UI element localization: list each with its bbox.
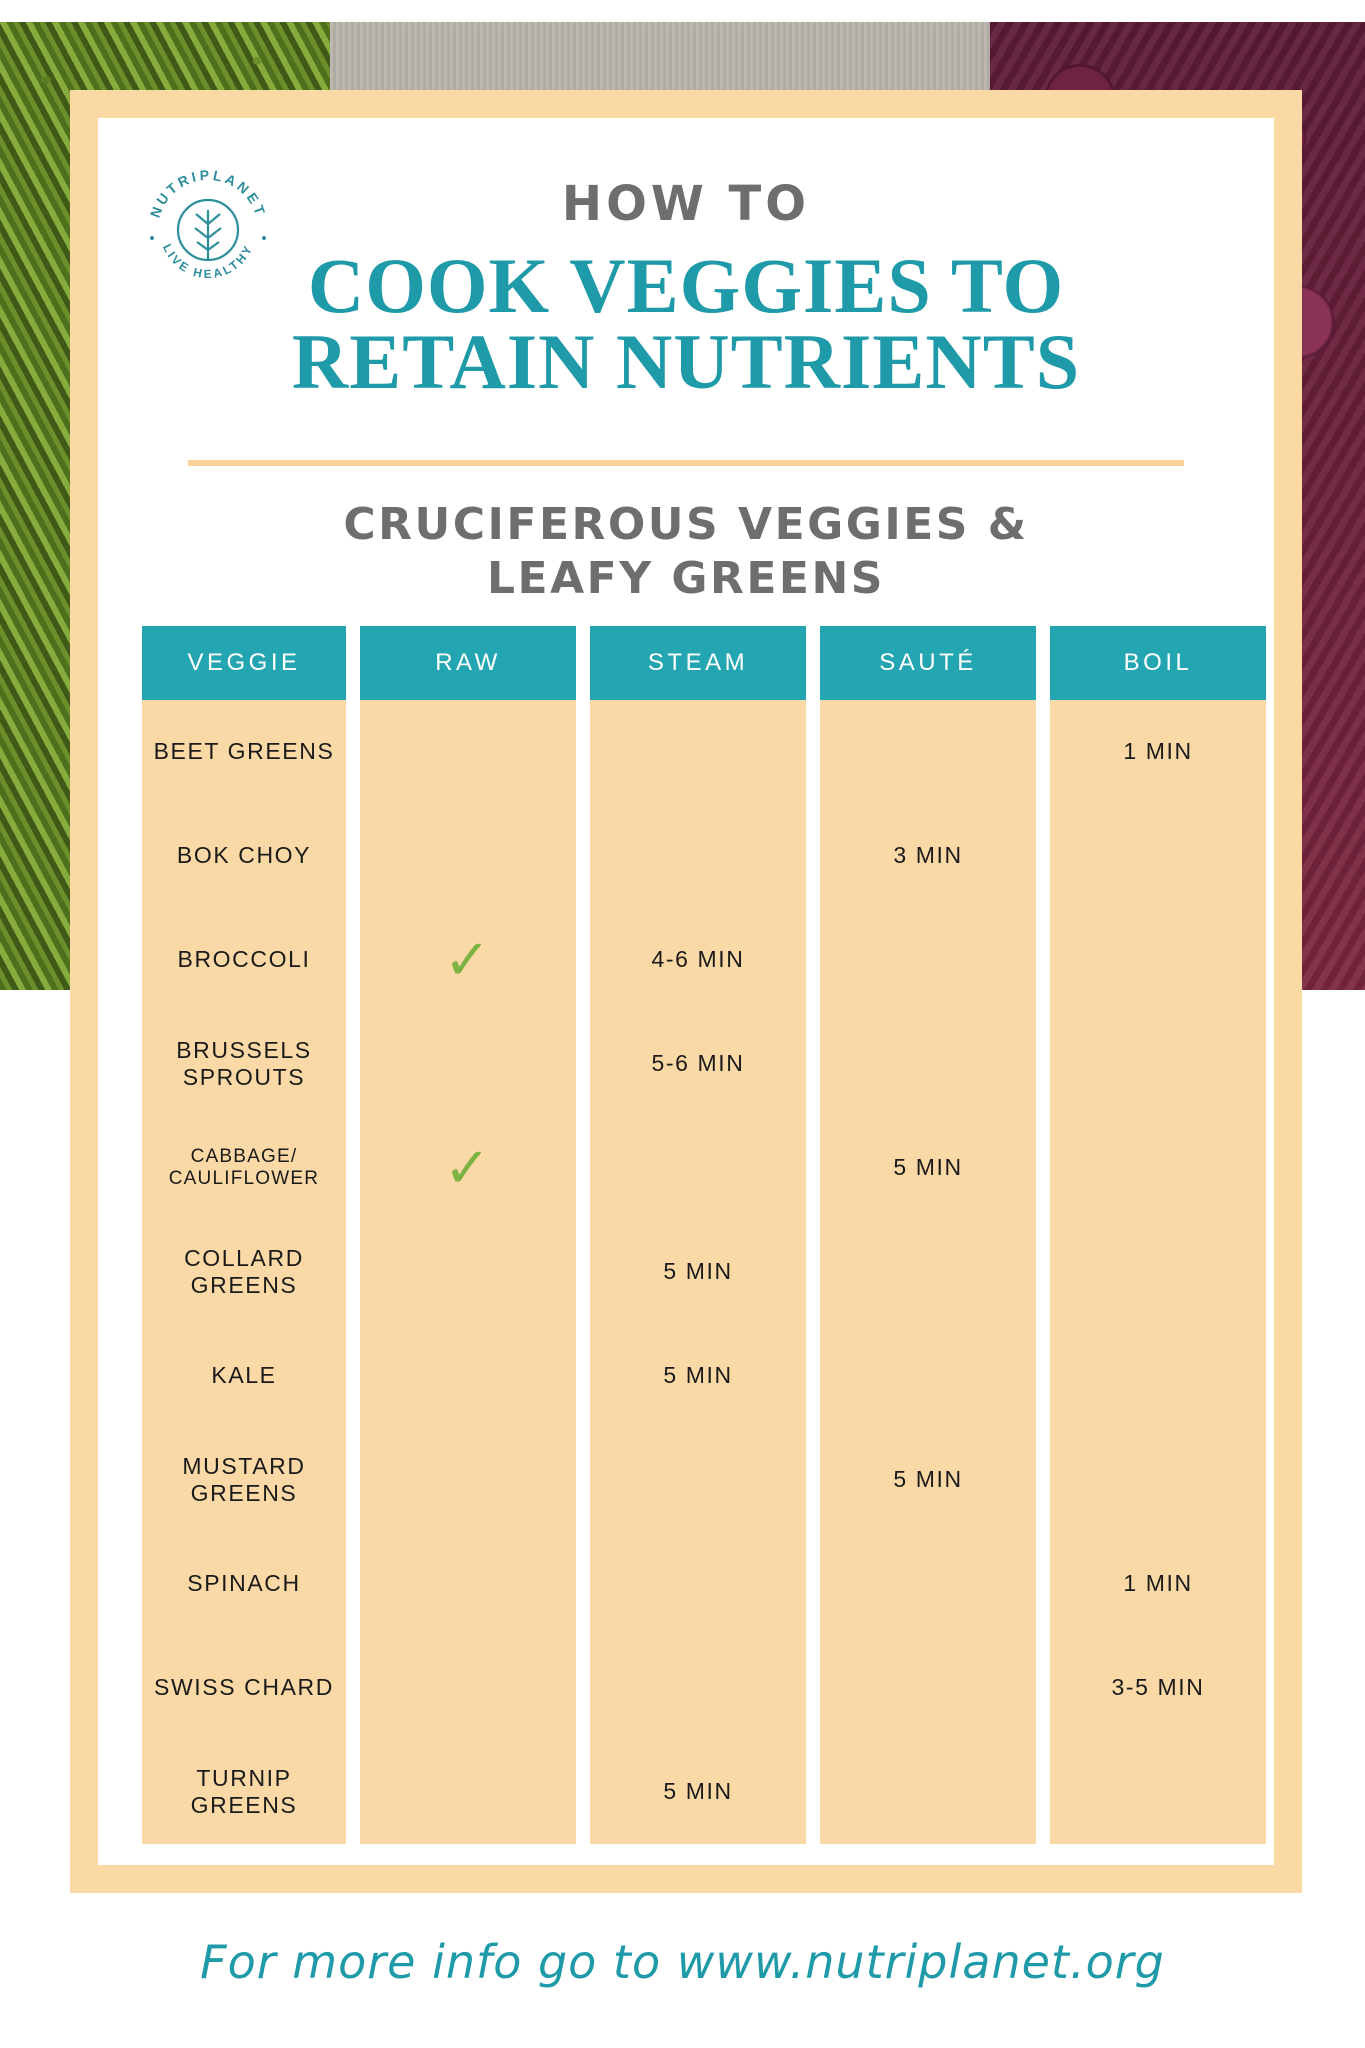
page-title-line-1: COOK VEGGIES TO — [307, 242, 1065, 329]
cell-raw — [360, 1324, 576, 1428]
cell-saute — [820, 1636, 1036, 1740]
cell-raw — [360, 1740, 576, 1844]
cell-saute — [820, 1012, 1036, 1116]
cell-steam: 5 MIN — [663, 1258, 733, 1285]
cell-boil — [1050, 1324, 1266, 1428]
table-column-veggie: VEGGIE BEET GREENS BOK CHOY BROCCOLI BRU… — [142, 626, 346, 1844]
cooking-times-table: VEGGIE BEET GREENS BOK CHOY BROCCOLI BRU… — [142, 626, 1266, 1844]
footer-link[interactable]: For more info go to www.nutriplanet.org — [200, 1935, 1165, 1989]
cell-veggie: MUSTARD GREENS — [182, 1452, 306, 1506]
cell-steam: 4-6 MIN — [651, 946, 745, 973]
column-body-saute: 3 MIN 5 MIN 5 MIN — [820, 700, 1036, 1844]
cell-veggie: SPINACH — [187, 1570, 301, 1597]
cell-raw — [360, 1012, 576, 1116]
column-body-steam: 4-6 MIN 5-6 MIN 5 MIN 5 MIN 5 MIN — [590, 700, 806, 1844]
table-column-saute: SAUTÉ 3 MIN 5 MIN 5 MIN — [820, 626, 1036, 1844]
page-subtitle-line-2: LEAFY GREENS — [486, 552, 885, 604]
cell-steam — [590, 1428, 806, 1532]
infographic-card: NUTRIPLANET LIVE HEALTHY HOW TO COOK VEG… — [70, 90, 1302, 1893]
column-header-boil: BOIL — [1050, 626, 1266, 700]
check-icon: ✓ — [443, 1136, 493, 1199]
column-body-boil: 1 MIN 1 MIN 3-5 MIN — [1050, 700, 1266, 1844]
cell-saute: 3 MIN — [893, 842, 963, 869]
cell-saute — [820, 1740, 1036, 1844]
cell-raw — [360, 1636, 576, 1740]
cell-boil — [1050, 908, 1266, 1012]
cell-veggie: SWISS CHARD — [154, 1674, 334, 1701]
nutriplanet-logo: NUTRIPLANET LIVE HEALTHY — [132, 154, 284, 306]
cell-veggie: KALE — [211, 1362, 277, 1389]
cell-veggie: BOK CHOY — [176, 842, 312, 869]
cell-boil — [1050, 1012, 1266, 1116]
card-inner: NUTRIPLANET LIVE HEALTHY HOW TO COOK VEG… — [98, 118, 1274, 1865]
cell-boil — [1050, 1220, 1266, 1324]
cell-boil — [1050, 804, 1266, 908]
page-title-line-2: RETAIN NUTRIENTS — [291, 318, 1081, 406]
cell-boil: 1 MIN — [1123, 1570, 1193, 1597]
cell-steam — [590, 1116, 806, 1220]
page-subtitle: CRUCIFEROUS VEGGIES & LEAFY GREENS — [98, 498, 1274, 605]
cell-saute: 5 MIN — [893, 1154, 963, 1181]
cell-boil — [1050, 1428, 1266, 1532]
cell-steam: 5 MIN — [663, 1362, 733, 1389]
cell-boil: 3-5 MIN — [1111, 1674, 1205, 1701]
cell-veggie: BEET GREENS — [153, 738, 335, 765]
cell-boil: 1 MIN — [1123, 738, 1193, 765]
table-column-boil: BOIL 1 MIN 1 MIN 3-5 MIN — [1050, 626, 1266, 1844]
cell-raw — [360, 700, 576, 804]
cell-veggie: BROCCOLI — [177, 946, 311, 973]
cell-raw — [360, 804, 576, 908]
column-body-raw: ✓ ✓ — [360, 700, 576, 1844]
cell-veggie: TURNIP GREENS — [190, 1764, 298, 1818]
cell-veggie: COLLARD GREENS — [184, 1244, 304, 1298]
cell-steam: 5-6 MIN — [651, 1050, 745, 1077]
cell-saute — [820, 908, 1036, 1012]
cell-saute: 5 MIN — [893, 1466, 963, 1493]
column-header-steam: STEAM — [590, 626, 806, 700]
column-header-veggie: VEGGIE — [142, 626, 346, 700]
cell-saute — [820, 1220, 1036, 1324]
cell-saute — [820, 700, 1036, 804]
cell-veggie: BRUSSELS SPROUTS — [176, 1036, 312, 1090]
cell-steam — [590, 700, 806, 804]
cell-raw — [360, 1220, 576, 1324]
cell-raw — [360, 1428, 576, 1532]
cell-saute — [820, 1532, 1036, 1636]
cell-veggie: CABBAGE/ CAULIFLOWER — [168, 1145, 320, 1189]
table-column-steam: STEAM 4-6 MIN 5-6 MIN 5 MIN 5 MIN 5 MIN — [590, 626, 806, 1844]
page-title: COOK VEGGIES TO RETAIN NUTRIENTS — [98, 242, 1274, 406]
eyebrow-how-to: HOW TO — [561, 176, 811, 232]
cell-raw — [360, 1532, 576, 1636]
cell-boil — [1050, 1740, 1266, 1844]
check-icon: ✓ — [443, 928, 493, 991]
column-header-saute: SAUTÉ — [820, 626, 1036, 700]
column-header-raw: RAW — [360, 626, 576, 700]
cell-steam — [590, 1532, 806, 1636]
cell-steam — [590, 804, 806, 908]
title-divider — [188, 460, 1184, 466]
cell-saute — [820, 1324, 1036, 1428]
table-column-raw: RAW ✓ ✓ — [360, 626, 576, 1844]
cell-boil — [1050, 1116, 1266, 1220]
column-body-veggie: BEET GREENS BOK CHOY BROCCOLI BRUSSELS S… — [142, 700, 346, 1844]
cell-steam: 5 MIN — [663, 1778, 733, 1805]
page-subtitle-line-1: CRUCIFEROUS VEGGIES & — [343, 499, 1029, 550]
cell-steam — [590, 1636, 806, 1740]
